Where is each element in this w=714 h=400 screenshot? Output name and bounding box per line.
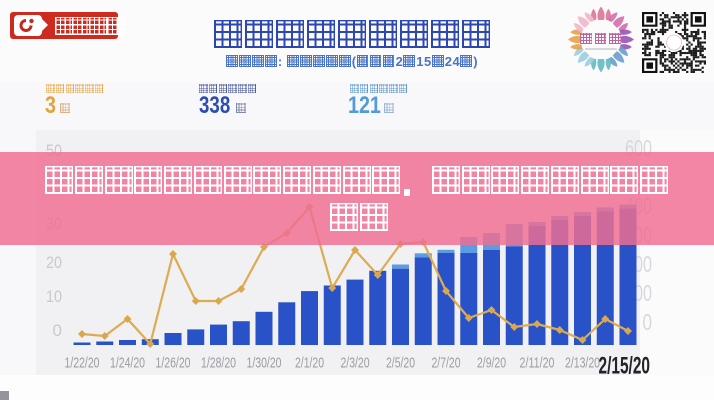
svg-text:0: 0: [53, 321, 63, 340]
svg-text:2/13/20: 2/13/20: [565, 355, 600, 372]
svg-text:1/28/20: 1/28/20: [201, 355, 236, 372]
svg-text:2/1/20: 2/1/20: [295, 355, 324, 372]
svg-text:1/22/20: 1/22/20: [65, 355, 100, 372]
svg-text:1/26/20: 1/26/20: [156, 355, 191, 372]
svg-text:2/11/20: 2/11/20: [520, 355, 555, 372]
svg-text:1/30/20: 1/30/20: [247, 355, 282, 372]
svg-text:2/9/20: 2/9/20: [477, 355, 506, 372]
svg-text:10: 10: [46, 287, 62, 306]
svg-text:2/3/20: 2/3/20: [341, 355, 370, 372]
svg-text:2/5/20: 2/5/20: [386, 355, 415, 372]
svg-text:2/15/20: 2/15/20: [599, 353, 651, 380]
svg-text:2/7/20: 2/7/20: [432, 355, 461, 372]
svg-text:1/24/20: 1/24/20: [110, 355, 145, 372]
svg-text:0: 0: [643, 309, 653, 335]
svg-text:20: 20: [46, 253, 62, 272]
